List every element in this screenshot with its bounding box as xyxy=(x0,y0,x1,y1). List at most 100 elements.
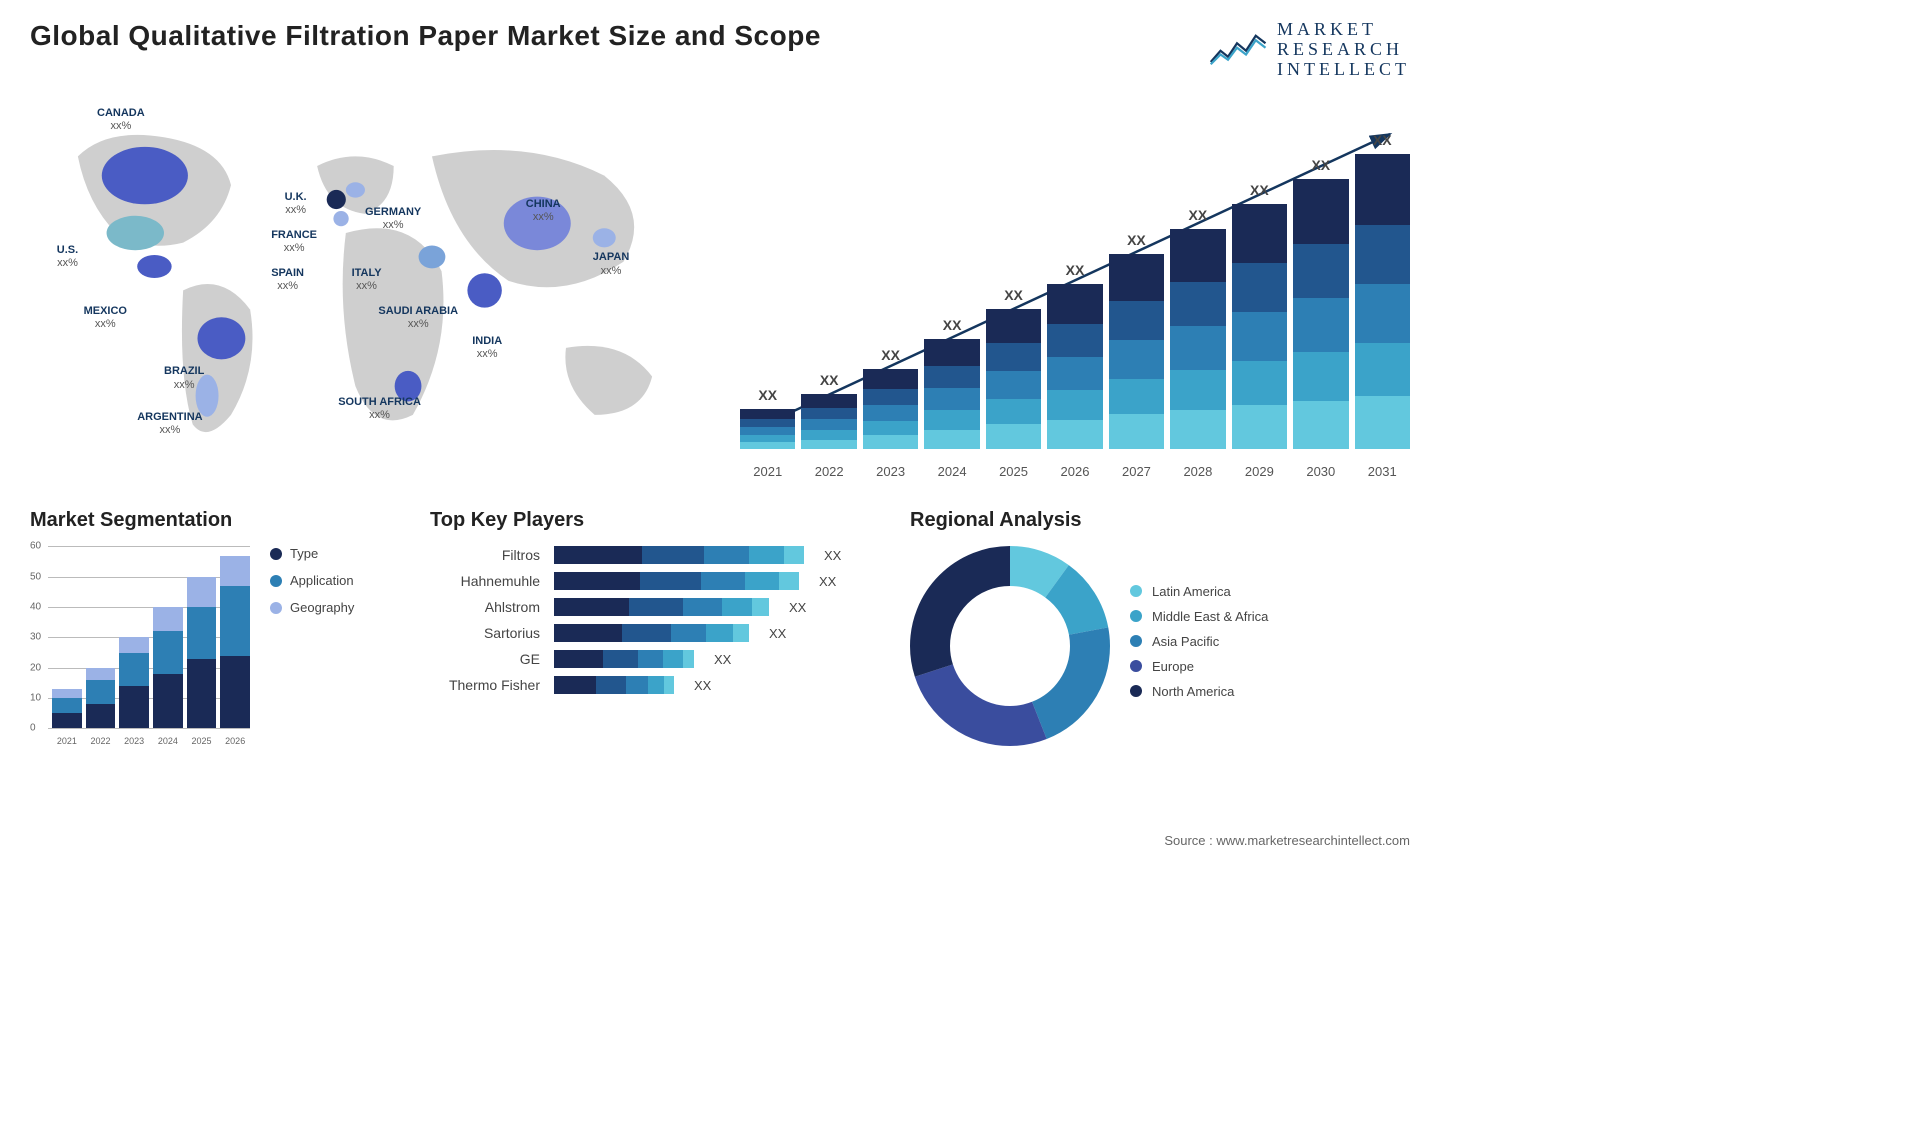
segmentation-bar xyxy=(86,668,116,729)
forecast-bar-value: XX xyxy=(943,317,962,333)
segmentation-bar xyxy=(187,577,217,729)
segmentation-year-label: 2026 xyxy=(220,736,250,746)
segmentation-stacked-bar-chart: 0102030405060 202120222023202420252026 xyxy=(30,546,250,746)
forecast-bar-value: XX xyxy=(1127,232,1146,248)
forecast-bar-value: XX xyxy=(1066,262,1085,278)
player-row: GE XX xyxy=(430,650,870,668)
player-value: XX xyxy=(769,626,786,641)
player-name: Thermo Fisher xyxy=(430,677,540,693)
segmentation-year-label: 2022 xyxy=(86,736,116,746)
player-hbar xyxy=(554,546,804,564)
legend-item: Application xyxy=(270,573,354,588)
map-country-label: GERMANYxx% xyxy=(365,206,421,232)
segmentation-year-label: 2024 xyxy=(153,736,183,746)
player-hbar xyxy=(554,598,769,616)
regional-donut-chart xyxy=(910,546,1110,746)
map-country-label: BRAZILxx% xyxy=(164,365,204,391)
regional-title: Regional Analysis xyxy=(910,509,1410,532)
forecast-bar: XX xyxy=(863,369,918,449)
player-value: XX xyxy=(714,652,731,667)
map-country-label: MEXICOxx% xyxy=(84,305,127,331)
forecast-bar-value: XX xyxy=(820,372,839,388)
legend-item: Geography xyxy=(270,600,354,615)
segmentation-legend: Type Application Geography xyxy=(270,546,354,746)
player-hbar xyxy=(554,572,799,590)
player-name: Ahlstrom xyxy=(430,599,540,615)
brand-logo: MARKET RESEARCH INTELLECT xyxy=(1207,20,1410,79)
player-value: XX xyxy=(789,600,806,615)
player-name: Hahnemuhle xyxy=(430,573,540,589)
map-country-label: ARGENTINAxx% xyxy=(137,411,202,437)
players-hbar-chart: FiltrosXXHahnemuhleXXAhlstromXXSartorius… xyxy=(430,546,870,694)
player-name: GE xyxy=(430,651,540,667)
world-map-chart: CANADAxx% U.S.xx% MEXICOxx% BRAZILxx% ARGENT… xyxy=(30,99,700,479)
forecast-bar: XX xyxy=(801,394,856,449)
player-hbar xyxy=(554,676,674,694)
forecast-bar: XX xyxy=(1109,254,1164,449)
forecast-year-label: 2031 xyxy=(1355,464,1410,479)
segmentation-bar xyxy=(153,607,183,728)
forecast-bar-value: XX xyxy=(881,347,900,363)
map-country-label: U.K.xx% xyxy=(285,191,307,217)
segmentation-bar xyxy=(119,637,149,728)
map-country-label: INDIAxx% xyxy=(472,335,502,361)
map-country-label: JAPANxx% xyxy=(593,251,629,277)
map-country-label: U.S.xx% xyxy=(57,244,78,270)
player-name: Filtros xyxy=(430,547,540,563)
map-country-label: SAUDI ARABIAxx% xyxy=(378,305,458,331)
forecast-bar-value: XX xyxy=(1311,157,1330,173)
forecast-bar: XX xyxy=(740,409,795,449)
map-country-label: CANADAxx% xyxy=(97,107,145,133)
forecast-bar-value: XX xyxy=(1189,207,1208,223)
forecast-bar-value: XX xyxy=(758,387,777,403)
player-row: Thermo Fisher XX xyxy=(430,676,870,694)
forecast-year-label: 2021 xyxy=(740,464,795,479)
forecast-bar-value: XX xyxy=(1250,182,1269,198)
player-value: XX xyxy=(819,574,836,589)
forecast-year-label: 2023 xyxy=(863,464,918,479)
player-hbar xyxy=(554,624,749,642)
segmentation-year-label: 2025 xyxy=(187,736,217,746)
forecast-bar: XX xyxy=(986,309,1041,449)
player-row: Sartorius XX xyxy=(430,624,870,642)
segmentation-year-label: 2021 xyxy=(52,736,82,746)
map-country-label: SOUTH AFRICAxx% xyxy=(338,396,421,422)
forecast-bar: XX xyxy=(1170,229,1225,449)
logo-line3: INTELLECT xyxy=(1277,60,1410,80)
legend-item: Asia Pacific xyxy=(1130,634,1268,649)
player-hbar xyxy=(554,650,694,668)
forecast-year-label: 2025 xyxy=(986,464,1041,479)
forecast-bar: XX xyxy=(1047,284,1102,449)
forecast-stacked-bar-chart: XXXXXXXXXXXXXXXXXXXXXX 20212022202320242… xyxy=(740,99,1410,479)
page-title: Global Qualitative Filtration Paper Mark… xyxy=(30,20,821,52)
legend-item: Latin America xyxy=(1130,584,1268,599)
map-country-label: ITALYxx% xyxy=(352,267,382,293)
player-row: Filtros XX xyxy=(430,546,870,564)
legend-item: North America xyxy=(1130,684,1268,699)
forecast-year-label: 2027 xyxy=(1109,464,1164,479)
segmentation-bar xyxy=(220,556,250,729)
forecast-year-label: 2022 xyxy=(801,464,856,479)
forecast-bar-value: XX xyxy=(1373,132,1392,148)
map-country-label: FRANCExx% xyxy=(271,229,317,255)
legend-item: Europe xyxy=(1130,659,1268,674)
player-value: XX xyxy=(824,548,841,563)
forecast-year-label: 2024 xyxy=(924,464,979,479)
map-country-label: CHINAxx% xyxy=(526,198,561,224)
player-value: XX xyxy=(694,678,711,693)
source-attribution: Source : www.marketresearchintellect.com xyxy=(1164,833,1410,848)
segmentation-year-label: 2023 xyxy=(119,736,149,746)
forecast-bar: XX xyxy=(1355,154,1410,449)
legend-item: Type xyxy=(270,546,354,561)
forecast-year-label: 2030 xyxy=(1293,464,1348,479)
player-row: Ahlstrom XX xyxy=(430,598,870,616)
forecast-bar: XX xyxy=(1293,179,1348,449)
player-row: Hahnemuhle XX xyxy=(430,572,870,590)
logo-line2: RESEARCH xyxy=(1277,40,1410,60)
player-name: Sartorius xyxy=(430,625,540,641)
logo-line1: MARKET xyxy=(1277,20,1410,40)
legend-item: Middle East & Africa xyxy=(1130,609,1268,624)
forecast-bar: XX xyxy=(924,339,979,449)
logo-mark-icon xyxy=(1207,27,1267,72)
forecast-year-label: 2029 xyxy=(1232,464,1287,479)
